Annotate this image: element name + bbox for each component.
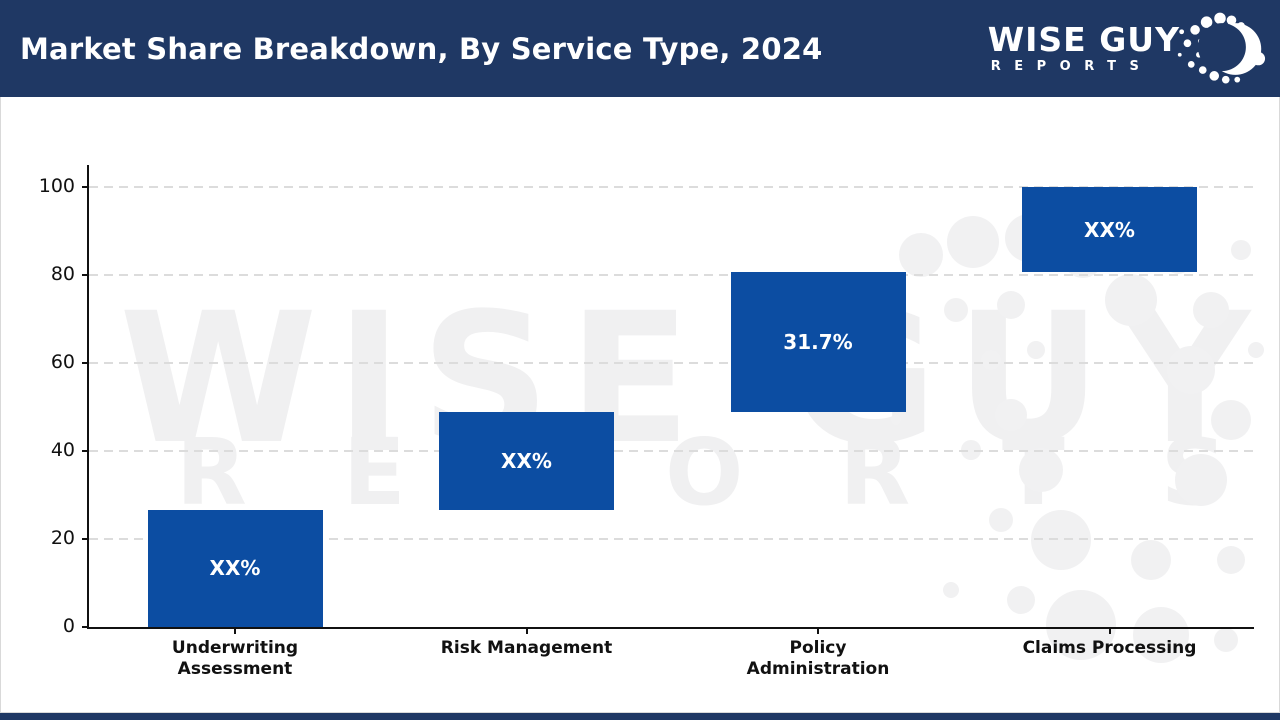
chart-canvas: WISE GUY REPORTS 0 20 40 60 80 100 XX% Underwri… (0, 97, 1280, 713)
bar-value-label: 31.7% (783, 330, 853, 355)
x-tick-mark (234, 629, 236, 634)
y-axis-line (87, 165, 89, 629)
x-category-label: Risk Management (440, 638, 613, 658)
watermark-wordmark: WISE GUY (119, 275, 1269, 484)
y-tick-label: 60 (50, 351, 75, 373)
y-tick-label: 40 (50, 439, 75, 461)
logo-head-icon (1177, 12, 1266, 83)
logo-subtext: REPORTS (990, 58, 1153, 74)
y-tick-mark (82, 274, 88, 276)
header-bar: Market Share Breakdown, By Service Type,… (0, 0, 1280, 97)
y-tick-mark (82, 450, 88, 452)
y-tick-mark (82, 362, 88, 364)
x-tick-mark (525, 629, 528, 634)
y-tick-label: 100 (38, 175, 75, 197)
bar-value-label: XX% (501, 448, 552, 473)
x-axis-line (87, 627, 1254, 629)
x-category-label: Underwriting Assessment (171, 638, 299, 679)
bar: XX% (147, 509, 323, 627)
x-category-label: Claims Processing (1022, 638, 1197, 658)
watermark-head-dots (891, 214, 1264, 663)
bar: 31.7% (730, 272, 906, 412)
x-tick-mark (817, 629, 819, 634)
y-tick-label: 0 (62, 615, 75, 637)
gridline (89, 362, 1254, 364)
brand-logo: WISE GUY REPORTS (988, 7, 1266, 91)
bar: XX% (1022, 187, 1197, 273)
gridline (89, 186, 1254, 188)
footer-bar (0, 713, 1280, 720)
y-tick-label: 20 (50, 527, 75, 549)
y-tick-mark (82, 626, 88, 628)
gridline (89, 274, 1254, 276)
y-tick-mark (82, 186, 88, 188)
x-tick-mark (1108, 629, 1111, 634)
y-tick-mark (82, 538, 88, 540)
bar-value-label: XX% (1084, 217, 1135, 242)
y-tick-label: 80 (50, 263, 75, 285)
bar-value-label: XX% (209, 556, 261, 581)
bar: XX% (439, 411, 614, 510)
chart-title: Market Share Breakdown, By Service Type,… (20, 31, 823, 66)
gridline (89, 450, 1254, 452)
logo-text: WISE GUY REPORTS (988, 23, 1180, 74)
x-category-label: Policy Administration (746, 638, 890, 679)
gridline (89, 538, 1254, 540)
logo-wordmark: WISE GUY (987, 20, 1180, 60)
